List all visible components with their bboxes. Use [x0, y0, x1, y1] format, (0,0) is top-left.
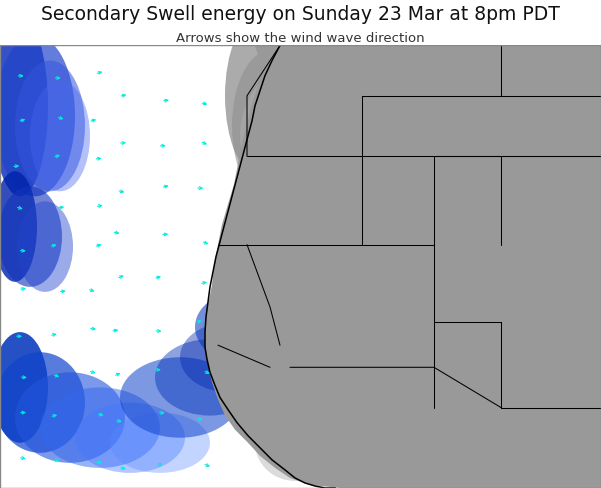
Ellipse shape — [340, 66, 540, 207]
Ellipse shape — [0, 187, 62, 287]
Ellipse shape — [240, 86, 310, 227]
Ellipse shape — [225, 16, 295, 177]
Ellipse shape — [0, 332, 48, 443]
Ellipse shape — [155, 340, 265, 416]
Ellipse shape — [195, 292, 285, 363]
Ellipse shape — [232, 51, 308, 202]
Ellipse shape — [500, 86, 601, 287]
Ellipse shape — [370, 262, 530, 372]
Ellipse shape — [17, 202, 73, 292]
Polygon shape — [205, 46, 601, 488]
Ellipse shape — [215, 270, 295, 334]
Ellipse shape — [290, 71, 470, 222]
Ellipse shape — [505, 227, 601, 387]
Ellipse shape — [275, 142, 445, 292]
Ellipse shape — [235, 242, 365, 363]
Text: Arrows show the wind wave direction: Arrows show the wind wave direction — [176, 32, 425, 44]
Ellipse shape — [242, 255, 294, 360]
Ellipse shape — [247, 381, 317, 465]
Ellipse shape — [280, 259, 420, 376]
Ellipse shape — [255, 405, 335, 481]
Ellipse shape — [242, 224, 298, 334]
Ellipse shape — [240, 57, 400, 217]
Ellipse shape — [110, 413, 210, 473]
Ellipse shape — [120, 358, 240, 438]
Ellipse shape — [40, 387, 160, 468]
Ellipse shape — [30, 81, 90, 192]
Ellipse shape — [230, 312, 310, 423]
Ellipse shape — [246, 122, 310, 252]
Ellipse shape — [15, 372, 125, 463]
Ellipse shape — [180, 323, 280, 393]
Text: Secondary Swell energy on Sunday 23 Mar at 8pm PDT: Secondary Swell energy on Sunday 23 Mar … — [41, 5, 560, 24]
Ellipse shape — [75, 403, 185, 473]
Ellipse shape — [330, 155, 510, 299]
Ellipse shape — [237, 349, 313, 446]
Ellipse shape — [242, 194, 302, 310]
Ellipse shape — [0, 36, 75, 197]
Ellipse shape — [15, 61, 85, 192]
Ellipse shape — [325, 267, 475, 378]
Ellipse shape — [415, 260, 585, 365]
Ellipse shape — [0, 172, 37, 282]
Ellipse shape — [410, 61, 590, 192]
Ellipse shape — [0, 16, 48, 197]
Ellipse shape — [236, 162, 300, 282]
Ellipse shape — [390, 154, 570, 290]
Ellipse shape — [0, 352, 85, 453]
